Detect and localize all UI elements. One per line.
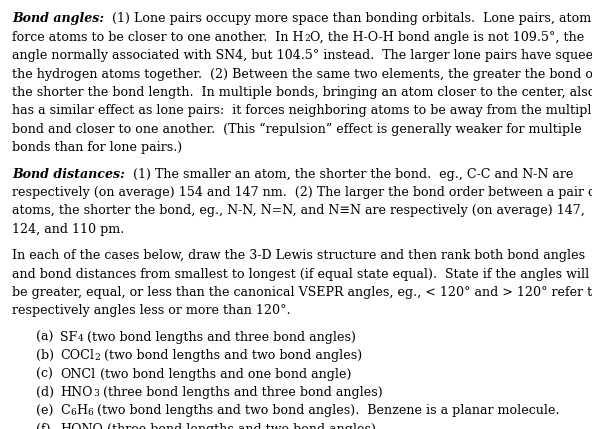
Text: (two bond lengths and two bond angles).  Benzene is a planar molecule.: (two bond lengths and two bond angles). …: [93, 405, 559, 417]
Text: bond and closer to one another.  (This “repulsion” effect is generally weaker fo: bond and closer to one another. (This “r…: [12, 123, 581, 136]
Text: has a similar effect as lone pairs:  it forces neighboring atoms to be away from: has a similar effect as lone pairs: it f…: [12, 105, 592, 118]
Text: 3: 3: [93, 390, 99, 399]
Text: 6: 6: [87, 408, 93, 417]
Text: 2: 2: [304, 34, 310, 43]
Text: the shorter the bond length.  In multiple bonds, bringing an atom closer to the : the shorter the bond length. In multiple…: [12, 86, 592, 99]
Text: (two bond lengths and two bond angles): (two bond lengths and two bond angles): [100, 349, 362, 362]
Text: In each of the cases below, draw the 3-D Lewis structure and then rank both bond: In each of the cases below, draw the 3-D…: [12, 249, 585, 262]
Text: (three bond lengths and three bond angles): (three bond lengths and three bond angle…: [99, 386, 382, 399]
Text: (three bond lengths and two bond angles): (three bond lengths and two bond angles): [103, 423, 376, 429]
Text: Bond distances:: Bond distances:: [12, 168, 125, 181]
Text: Bond angles:: Bond angles:: [12, 12, 104, 25]
Text: 124, and 110 pm.: 124, and 110 pm.: [12, 223, 124, 236]
Text: 6: 6: [70, 408, 76, 417]
Text: O, the H-O-H bond angle is not 109.5°, the: O, the H-O-H bond angle is not 109.5°, t…: [310, 31, 583, 44]
Text: (1) The smaller an atom, the shorter the bond.  eg., C-C and N-N are: (1) The smaller an atom, the shorter the…: [125, 168, 572, 181]
Text: HONO: HONO: [60, 423, 103, 429]
Text: atoms, the shorter the bond, eg., N-N, N=N, and N≡N are respectively (on average: atoms, the shorter the bond, eg., N-N, N…: [12, 205, 584, 218]
Text: force atoms to be closer to one another.  In H: force atoms to be closer to one another.…: [12, 31, 304, 44]
Text: and bond distances from smallest to longest (if equal state equal).  State if th: and bond distances from smallest to long…: [12, 268, 588, 281]
Text: 2: 2: [94, 353, 100, 362]
Text: SF: SF: [60, 331, 78, 344]
Text: (two bond lengths and three bond angles): (two bond lengths and three bond angles): [83, 331, 356, 344]
Text: respectively (on average) 154 and 147 nm.  (2) The larger the bond order between: respectively (on average) 154 and 147 nm…: [12, 186, 592, 199]
Text: H: H: [76, 405, 87, 417]
Text: 4: 4: [78, 334, 83, 343]
Text: C: C: [60, 405, 70, 417]
Text: (b): (b): [37, 349, 54, 362]
Text: the hydrogen atoms together.  (2) Between the same two elements, the greater the: the hydrogen atoms together. (2) Between…: [12, 68, 592, 81]
Text: respectively angles less or more than 120°.: respectively angles less or more than 12…: [12, 305, 291, 317]
Text: bonds than for lone pairs.): bonds than for lone pairs.): [12, 141, 182, 154]
Text: angle normally associated with SN4, but 104.5° instead.  The larger lone pairs h: angle normally associated with SN4, but …: [12, 49, 592, 62]
Text: (two bond lengths and one bond angle): (two bond lengths and one bond angle): [95, 368, 350, 381]
Text: (f): (f): [37, 423, 51, 429]
Text: (d): (d): [37, 386, 54, 399]
Text: HNO: HNO: [60, 386, 93, 399]
Text: (e): (e): [37, 405, 54, 417]
Text: be greater, equal, or less than the canonical VSEPR angles, eg., < 120° and > 12: be greater, equal, or less than the cano…: [12, 286, 592, 299]
Text: COCl: COCl: [60, 349, 94, 362]
Text: (a): (a): [37, 331, 54, 344]
Text: ONCl: ONCl: [60, 368, 95, 381]
Text: (1) Lone pairs occupy more space than bonding orbitals.  Lone pairs, atoms: (1) Lone pairs occupy more space than bo…: [104, 12, 592, 25]
Text: (c): (c): [37, 368, 53, 381]
